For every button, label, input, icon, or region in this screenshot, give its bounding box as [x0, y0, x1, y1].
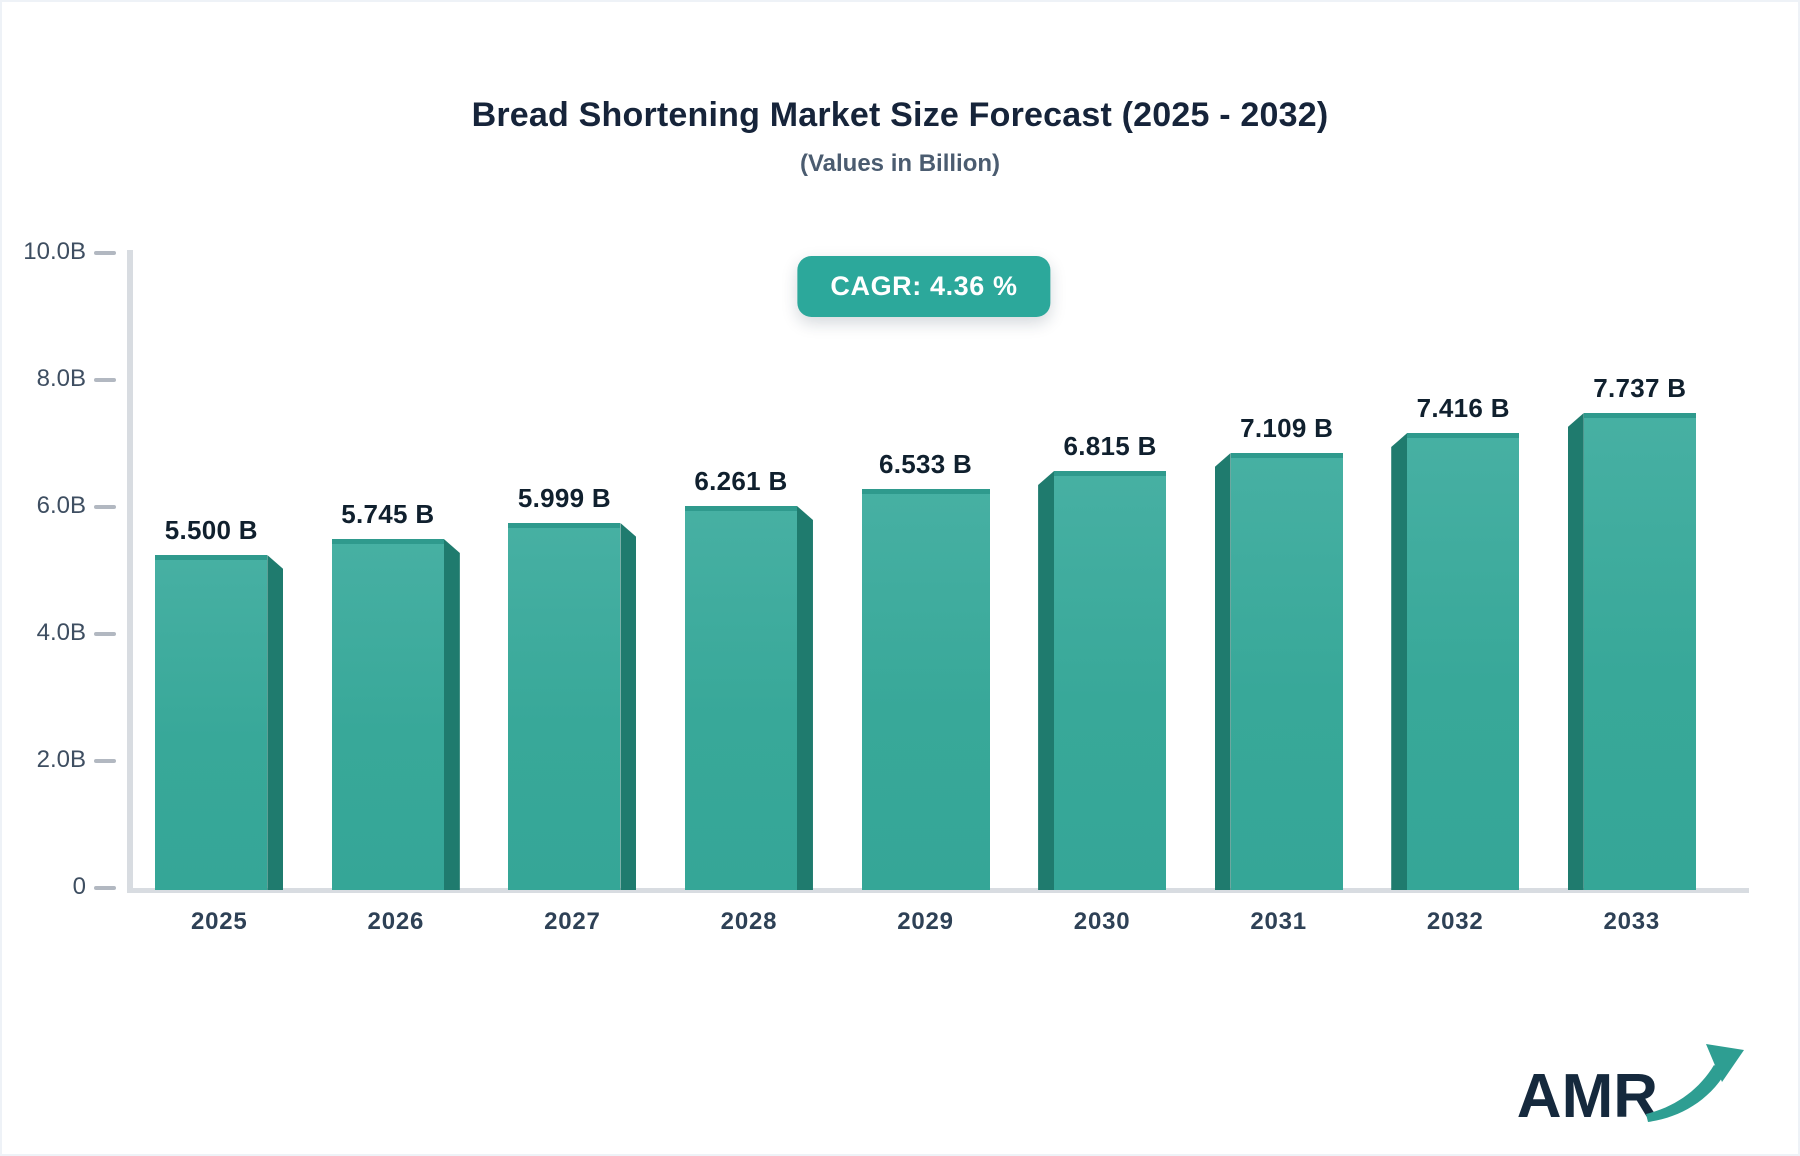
bar-value-label: 5.999 B	[517, 483, 611, 513]
bar-value-label: 5.745 B	[341, 499, 435, 529]
bar-front-face	[861, 489, 990, 890]
y-tick-mark	[94, 759, 116, 763]
y-axis-line	[127, 250, 133, 893]
bar-front-face	[684, 506, 797, 890]
x-tick-label-2032: 2032	[1426, 908, 1484, 935]
y-tick-mark	[94, 505, 116, 509]
bar-value-label: 6.261 B	[694, 466, 788, 496]
bar-value-label: 6.815 B	[1063, 431, 1157, 461]
y-tick-4: 4.0B	[0, 618, 120, 648]
bar-cell-2030: 6.815 B	[1014, 253, 1191, 890]
bar-cell-2029: 6.533 B	[837, 253, 1014, 890]
bar-3d-side	[620, 523, 637, 890]
bar-2027: 5.999 B	[508, 483, 637, 890]
bar-3d-side	[1567, 413, 1584, 890]
bar-2029: 6.533 B	[861, 449, 990, 890]
bar-2026: 5.745 B	[331, 499, 460, 890]
bar-2032: 7.416 B	[1391, 393, 1520, 890]
bar-3d-side	[1038, 471, 1055, 890]
x-tick-label-2029: 2029	[897, 908, 954, 935]
bar-cell-2027: 5.999 B	[484, 253, 661, 890]
bar-value-label: 7.737 B	[1593, 373, 1687, 403]
y-tick-0: 0	[0, 872, 120, 902]
bar-value-label: 7.416 B	[1416, 393, 1510, 423]
bar-front-face	[1054, 471, 1167, 890]
bar-3d-side	[443, 539, 460, 890]
bar-cell-2031: 7.109 B	[1190, 253, 1367, 890]
bar-3d-side	[267, 555, 284, 890]
bar-value-label: 7.109 B	[1240, 413, 1334, 443]
x-tick-label-2025: 2025	[190, 908, 248, 935]
y-tick-label: 0	[72, 873, 86, 900]
cagr-badge: CAGR: 4.36 %	[797, 256, 1051, 317]
y-tick-label: 2.0B	[36, 746, 86, 773]
bar-cell-2033: 7.737 B	[1544, 253, 1721, 890]
x-tick-label-2030: 2030	[1073, 908, 1131, 935]
y-tick-label: 4.0B	[36, 619, 86, 646]
bar-2031: 7.109 B	[1214, 413, 1343, 890]
y-tick-6: 6.0B	[0, 491, 120, 521]
bar-front-face	[508, 523, 621, 890]
bar-cell-2028: 6.261 B	[661, 253, 838, 890]
bar-plot-area: 5.500 B 5.745 B 5.999 B 6.261 B 6.533 B 6.815…	[131, 253, 1720, 890]
chart-title: Bread Shortening Market Size Forecast (2…	[471, 96, 1329, 134]
x-axis-line	[127, 888, 1749, 893]
growth-arrow-icon	[1646, 1044, 1744, 1122]
y-tick-label: 10.0B	[23, 238, 86, 265]
bar-2028: 6.261 B	[684, 466, 813, 890]
x-tick-label-2027: 2027	[544, 908, 601, 935]
y-tick-10: 10.0B	[0, 237, 120, 267]
bar-cell-2032: 7.416 B	[1367, 253, 1544, 890]
bar-cell-2025: 5.500 B	[131, 253, 308, 890]
x-tick-label-2026: 2026	[367, 908, 425, 935]
y-tick-mark	[94, 632, 116, 636]
amr-logo: AMR	[1517, 1044, 1748, 1140]
bar-3d-side	[1391, 433, 1408, 890]
bar-front-face	[1583, 413, 1696, 890]
y-tick-label: 6.0B	[36, 492, 86, 519]
x-tick-label-2033: 2033	[1603, 908, 1661, 935]
bar-2030: 6.815 B	[1038, 431, 1167, 890]
y-tick-mark	[94, 886, 116, 890]
bar-3d-side	[796, 506, 813, 890]
bar-front-face	[1230, 453, 1343, 890]
y-tick-2: 2.0B	[0, 745, 120, 775]
bar-cell-2026: 5.745 B	[308, 253, 485, 890]
x-axis-labels: 2025 2026 2027 2028 2029 2030 2031 2032 2033	[131, 908, 1720, 936]
bar-2025: 5.500 B	[155, 515, 284, 890]
bar-value-label: 5.500 B	[164, 515, 258, 545]
y-tick-mark	[94, 378, 116, 382]
x-tick-label-2028: 2028	[720, 908, 778, 935]
bar-2033: 7.737 B	[1567, 373, 1696, 890]
amr-logo-text: AMR	[1516, 1062, 1658, 1131]
y-tick-label: 8.0B	[36, 365, 86, 392]
bar-value-label: 6.533 B	[878, 449, 973, 479]
x-tick-label-2031: 2031	[1250, 908, 1307, 935]
bar-3d-side	[1214, 453, 1231, 890]
y-tick-mark	[94, 251, 116, 255]
bar-front-face	[331, 539, 444, 890]
y-tick-8: 8.0B	[0, 364, 120, 394]
bar-front-face	[155, 555, 268, 890]
bar-front-face	[1407, 433, 1520, 890]
chart-subtitle: (Values in Billion)	[799, 150, 1001, 177]
